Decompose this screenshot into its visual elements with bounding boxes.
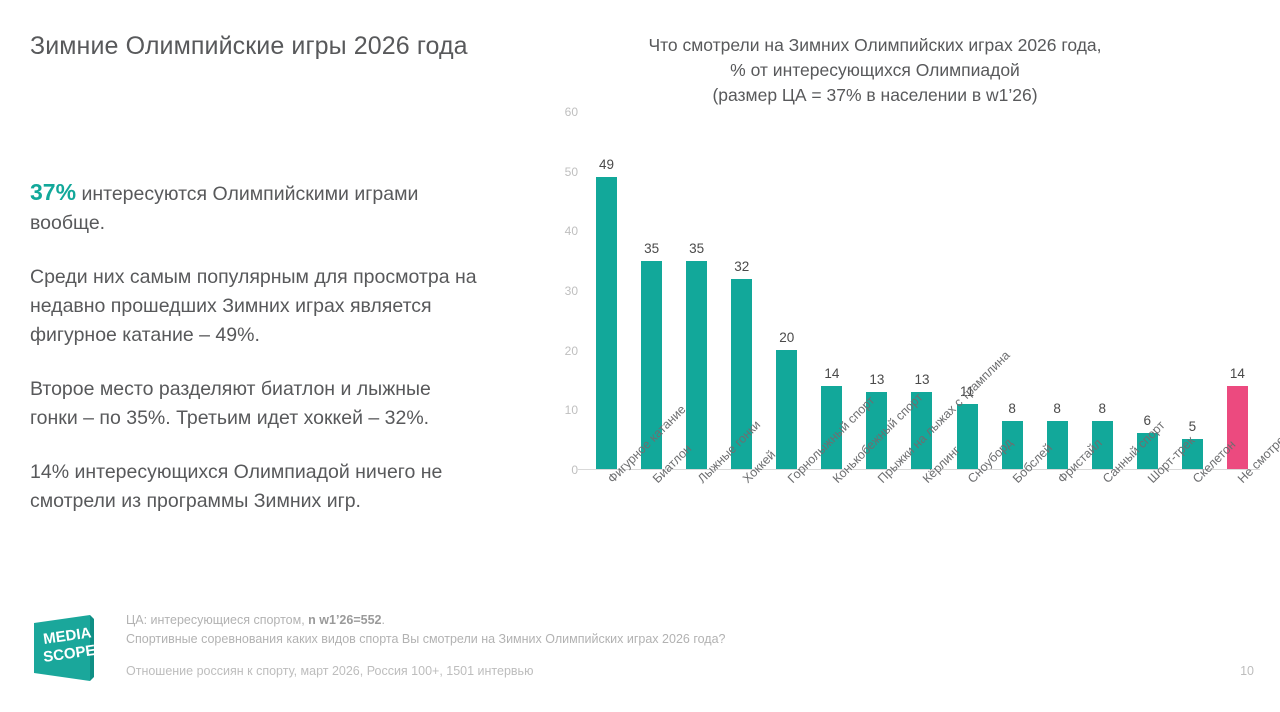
bar-slot: 32 bbox=[719, 112, 764, 469]
page-title: Зимние Олимпийские игры 2026 года bbox=[30, 32, 468, 60]
svg-text:MEDIA: MEDIA bbox=[42, 624, 92, 648]
bar-value-label: 35 bbox=[689, 240, 705, 256]
x-axis-line bbox=[578, 469, 1260, 470]
narrative-block: 37% интересуются Олимпийскими играми воо… bbox=[30, 178, 480, 516]
highlight-stat: 37% bbox=[30, 179, 77, 205]
narrative-paragraph-3: Второе место разделяют биатлон и лыжные … bbox=[30, 378, 431, 429]
bar-slot: 13 bbox=[899, 112, 944, 469]
bar[interactable] bbox=[1181, 439, 1203, 469]
bar-slot: 8 bbox=[1035, 112, 1080, 469]
chart-title: Что смотрели на Зимних Олимпийских играх… bbox=[590, 33, 1160, 108]
footnote-audience-n: n w1’26=552 bbox=[308, 613, 382, 627]
bar-slot: 14 bbox=[809, 112, 854, 469]
footnote-audience-suffix: . bbox=[381, 613, 385, 627]
bar-slot: 11 bbox=[945, 112, 990, 469]
bar-slot: 8 bbox=[1080, 112, 1125, 469]
bar-slot: 8 bbox=[990, 112, 1035, 469]
y-axis-tick: 0 bbox=[571, 463, 578, 477]
bar-value-label: 6 bbox=[1143, 413, 1152, 429]
bar-value-label: 8 bbox=[1008, 401, 1016, 417]
bar[interactable] bbox=[776, 350, 798, 469]
chart-plot-area: 0 10 20 30 40 50 60 49 35 35 32 20 14 13 13 11 8 8 8 6 5 14 bbox=[565, 105, 1260, 477]
bar[interactable] bbox=[821, 385, 843, 469]
y-axis-tick: 40 bbox=[564, 224, 578, 239]
y-axis-tick: 30 bbox=[564, 284, 578, 298]
bar-series: 49 35 35 32 20 14 13 13 11 8 8 8 6 5 14 bbox=[584, 112, 1260, 469]
x-label-slot: Бобслей bbox=[990, 441, 1055, 604]
x-label-slot: Конькобежный спорт bbox=[809, 390, 926, 604]
footnote-audience-prefix: ЦА: интересующиеся спортом, bbox=[126, 613, 309, 627]
narrative-paragraph-4: 14% интересующихся Олимпиадой ничего не … bbox=[30, 461, 443, 512]
y-axis-tick: 60 bbox=[564, 105, 578, 119]
bar[interactable] bbox=[1226, 385, 1248, 469]
x-label-slot: Прыжки на лыжах с трамплина bbox=[854, 348, 1013, 604]
bar[interactable] bbox=[686, 260, 708, 469]
bar[interactable] bbox=[731, 278, 753, 469]
x-label-slot: Сноуборд bbox=[945, 436, 1015, 604]
bar-slot: 20 bbox=[764, 112, 809, 469]
bar-value-label: 35 bbox=[644, 240, 660, 256]
bar[interactable] bbox=[956, 403, 978, 469]
bar-value-label: 49 bbox=[599, 157, 615, 173]
bar[interactable] bbox=[866, 391, 888, 469]
x-label-slot: Санный спорт bbox=[1080, 418, 1168, 604]
narrative-paragraph-2: Среди них самым популярным для просмотра… bbox=[30, 266, 477, 346]
source-line: Отношение россиян к спорту, март 2026, Р… bbox=[126, 664, 534, 678]
bar-value-label: 11 bbox=[960, 383, 975, 399]
x-label-slot: Не смотрел(-а) bbox=[1215, 415, 1280, 604]
bar[interactable] bbox=[1046, 421, 1068, 469]
y-axis-tick: 10 bbox=[564, 403, 578, 418]
bar-slot: 14 bbox=[1215, 112, 1260, 469]
bar-value-label: 20 bbox=[779, 330, 795, 345]
bar-slot: 35 bbox=[629, 112, 674, 469]
x-label-slot: Кёрлинг bbox=[899, 443, 963, 604]
x-axis-labels: Фигурное катание Биатлон Лыжные гонки Хокке… bbox=[584, 348, 1280, 604]
x-label-slot: Хоккей bbox=[719, 448, 778, 604]
bar-value-label: 13 bbox=[914, 371, 930, 387]
x-label-slot: Скелетон bbox=[1170, 437, 1238, 604]
mediascope-logo: MEDIA SCOPE bbox=[28, 615, 96, 681]
bar-slot: 5 bbox=[1170, 112, 1215, 469]
x-label-slot: Горнолыжный спорт bbox=[764, 393, 877, 604]
chart-title-line-1: Что смотрели на Зимних Олимпийских играх… bbox=[648, 35, 1102, 55]
bar-chart: 0 10 20 30 40 50 60 49 35 35 32 20 14 13 13 11 8 8 8 6 5 14 bbox=[548, 105, 1260, 477]
bar-slot: 49 bbox=[584, 112, 629, 469]
footnote-question: Спортивные соревнования каких видов спор… bbox=[126, 632, 726, 646]
page-number: 10 bbox=[1240, 664, 1254, 678]
bar[interactable] bbox=[596, 177, 618, 469]
y-axis-tick: 50 bbox=[564, 164, 578, 179]
bar-value-label: 13 bbox=[869, 371, 885, 387]
footnote-audience: ЦА: интересующиеся спортом, n w1’26=552. bbox=[126, 611, 946, 630]
bar[interactable] bbox=[911, 391, 933, 469]
bar-value-label: 14 bbox=[1229, 365, 1245, 381]
bar[interactable] bbox=[641, 260, 663, 469]
bar-value-label: 8 bbox=[1098, 401, 1106, 417]
bar-slot: 13 bbox=[854, 112, 899, 469]
bar-value-label: 5 bbox=[1188, 419, 1197, 435]
x-label-slot: Фристайл bbox=[1035, 436, 1105, 604]
x-label-slot: Шорт-трек bbox=[1125, 434, 1197, 604]
chart-title-line-3: (размер ЦА = 37% в населении в w1’26) bbox=[712, 85, 1038, 105]
footnotes: ЦА: интересующиеся спортом, n w1’26=552.… bbox=[126, 611, 946, 649]
bar[interactable] bbox=[1136, 433, 1158, 469]
y-axis-tick: 20 bbox=[564, 343, 578, 358]
bar[interactable] bbox=[1001, 421, 1023, 469]
bar[interactable] bbox=[1091, 421, 1113, 469]
x-label-slot: Биатлон bbox=[629, 442, 694, 604]
x-label-slot: Фигурное катание bbox=[584, 402, 689, 604]
bar-value-label: 32 bbox=[734, 258, 750, 274]
bar-value-label: 14 bbox=[824, 365, 840, 381]
bar-slot: 35 bbox=[674, 112, 719, 469]
bar-value-label: 8 bbox=[1053, 401, 1061, 417]
x-label-slot: Лыжные гонки bbox=[674, 418, 763, 604]
chart-title-line-2: % от интересующихся Олимпиадой bbox=[730, 60, 1020, 80]
narrative-paragraph-1: 37% интересуются Олимпийскими играми воо… bbox=[30, 178, 480, 238]
bar-slot: 6 bbox=[1125, 112, 1170, 469]
narrative-paragraph-1-rest: интересуются Олимпийскими играми вообще. bbox=[30, 183, 419, 234]
